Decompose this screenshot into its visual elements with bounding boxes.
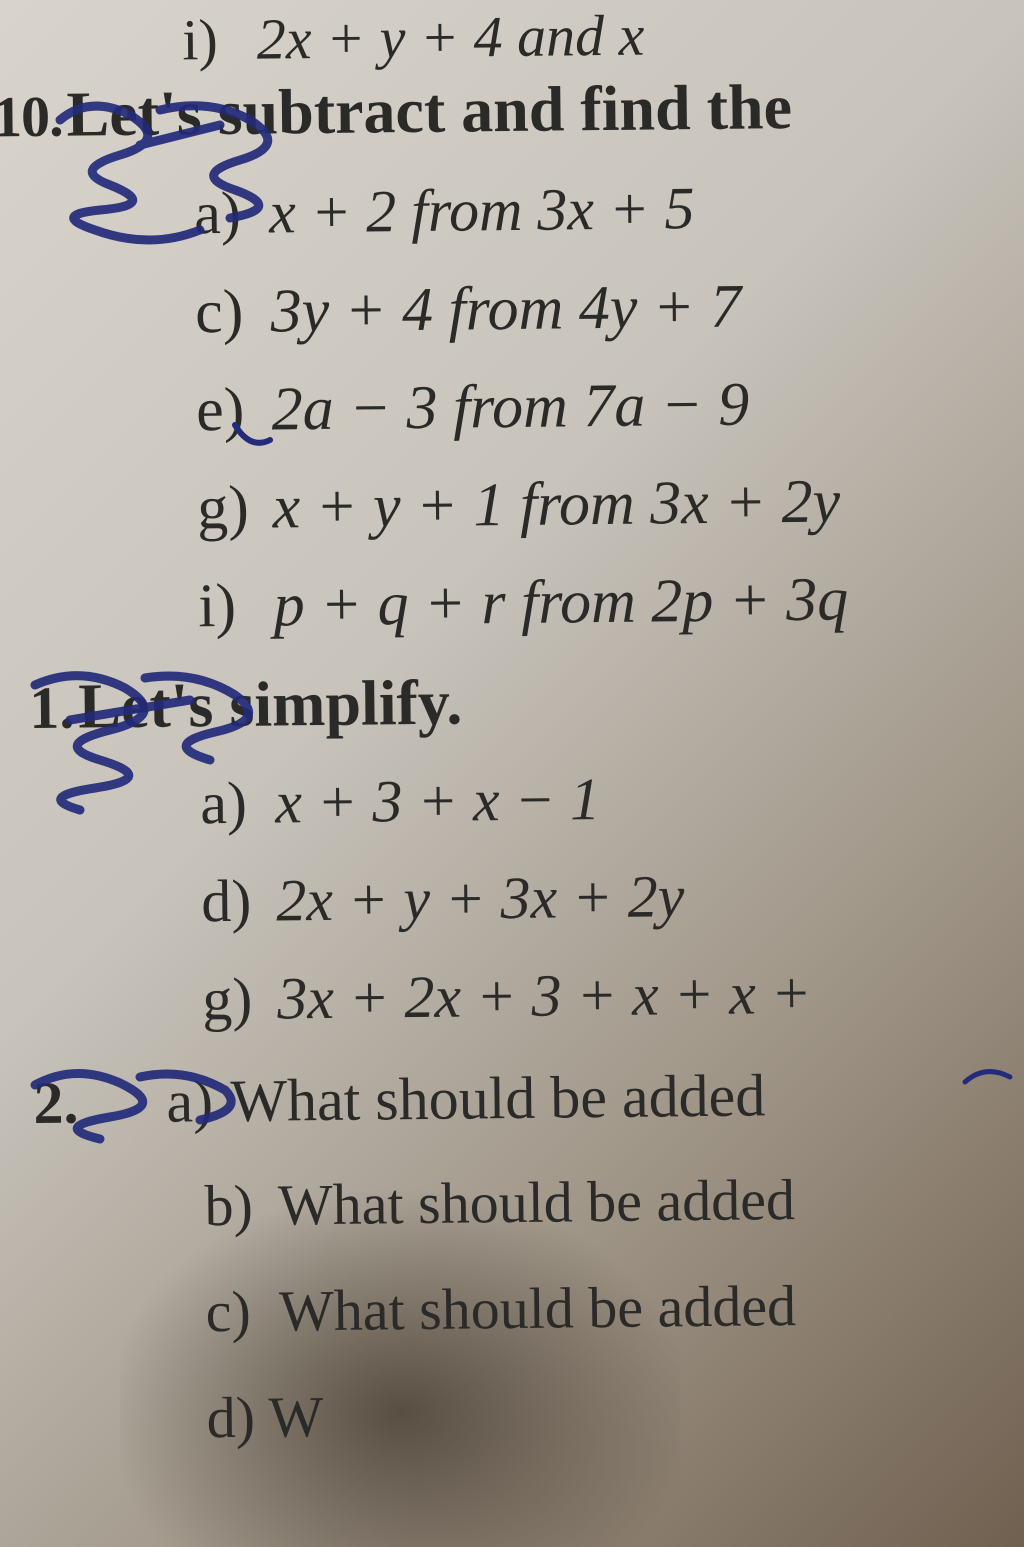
q10-c-label: c) xyxy=(195,281,256,344)
q10-a-expr: x + 2 from 3x + 5 xyxy=(269,175,695,245)
q10-e-expr: 2a − 3 from 7a − 9 xyxy=(271,370,749,443)
q12-b-text: What should be added xyxy=(278,1167,796,1237)
q11-a-expr: x + 3 + x − 1 xyxy=(275,766,600,835)
q11-item-d: d) 2x + y + 3x + 2y xyxy=(201,861,1024,932)
q11-d-label: d) xyxy=(201,871,262,932)
q10-item-e: e) 2a − 3 from 7a − 9 xyxy=(196,369,1024,442)
q10-g-label: g) xyxy=(197,477,258,540)
scribble-q12-a xyxy=(20,1055,250,1160)
fragment-expr: 2x + y + 4 and x xyxy=(256,3,644,72)
q10-item-g: g) x + y + 1 from 3x + 2y xyxy=(197,467,1024,540)
q10-item-i: i) p + q + r from 2p + 3q xyxy=(198,565,1024,638)
cutoff-text: d) W xyxy=(206,1384,323,1450)
q11-item-g: g) 3x + 2x + 3 + x + x + xyxy=(202,959,1024,1030)
q10-item-c: c) 3y + 4 from 4y + 7 xyxy=(195,271,1024,344)
q12-row-c: c) What should be added xyxy=(205,1273,1024,1342)
q11-d-expr: 2x + y + 3x + 2y xyxy=(276,863,685,933)
fragment-label: i) xyxy=(182,11,243,70)
q12-c-text: What should be added xyxy=(279,1273,797,1343)
q10-g-expr: x + y + 1 from 3x + 2y xyxy=(272,468,840,542)
q11-item-a: a) x + 3 + x − 1 xyxy=(200,763,1024,834)
scribble-q10-heading xyxy=(40,90,320,265)
fragment-row: i) 2x + y + 4 and x xyxy=(182,1,1024,70)
cutoff-row: d) W xyxy=(206,1379,1024,1448)
q11-g-label: g) xyxy=(202,969,263,1030)
q10-i-label: i) xyxy=(198,575,259,638)
q12-a-text: What should be added xyxy=(230,1062,766,1134)
q10-c-expr: 3y + 4 from 4y + 7 xyxy=(270,273,741,346)
q10-i-expr: p + q + r from 2p + 3q xyxy=(273,565,848,639)
q12-row-b: b) What should be added xyxy=(204,1167,1024,1236)
q11-g-expr: 3x + 2x + 3 + x + x + xyxy=(277,960,812,1032)
scribble-e-paren xyxy=(230,420,280,465)
q12-c-label: c) xyxy=(205,1283,266,1342)
q12-b-label: b) xyxy=(204,1177,265,1236)
scribble-added-mark xyxy=(960,1062,1020,1097)
scribble-q11-heading xyxy=(10,660,290,835)
